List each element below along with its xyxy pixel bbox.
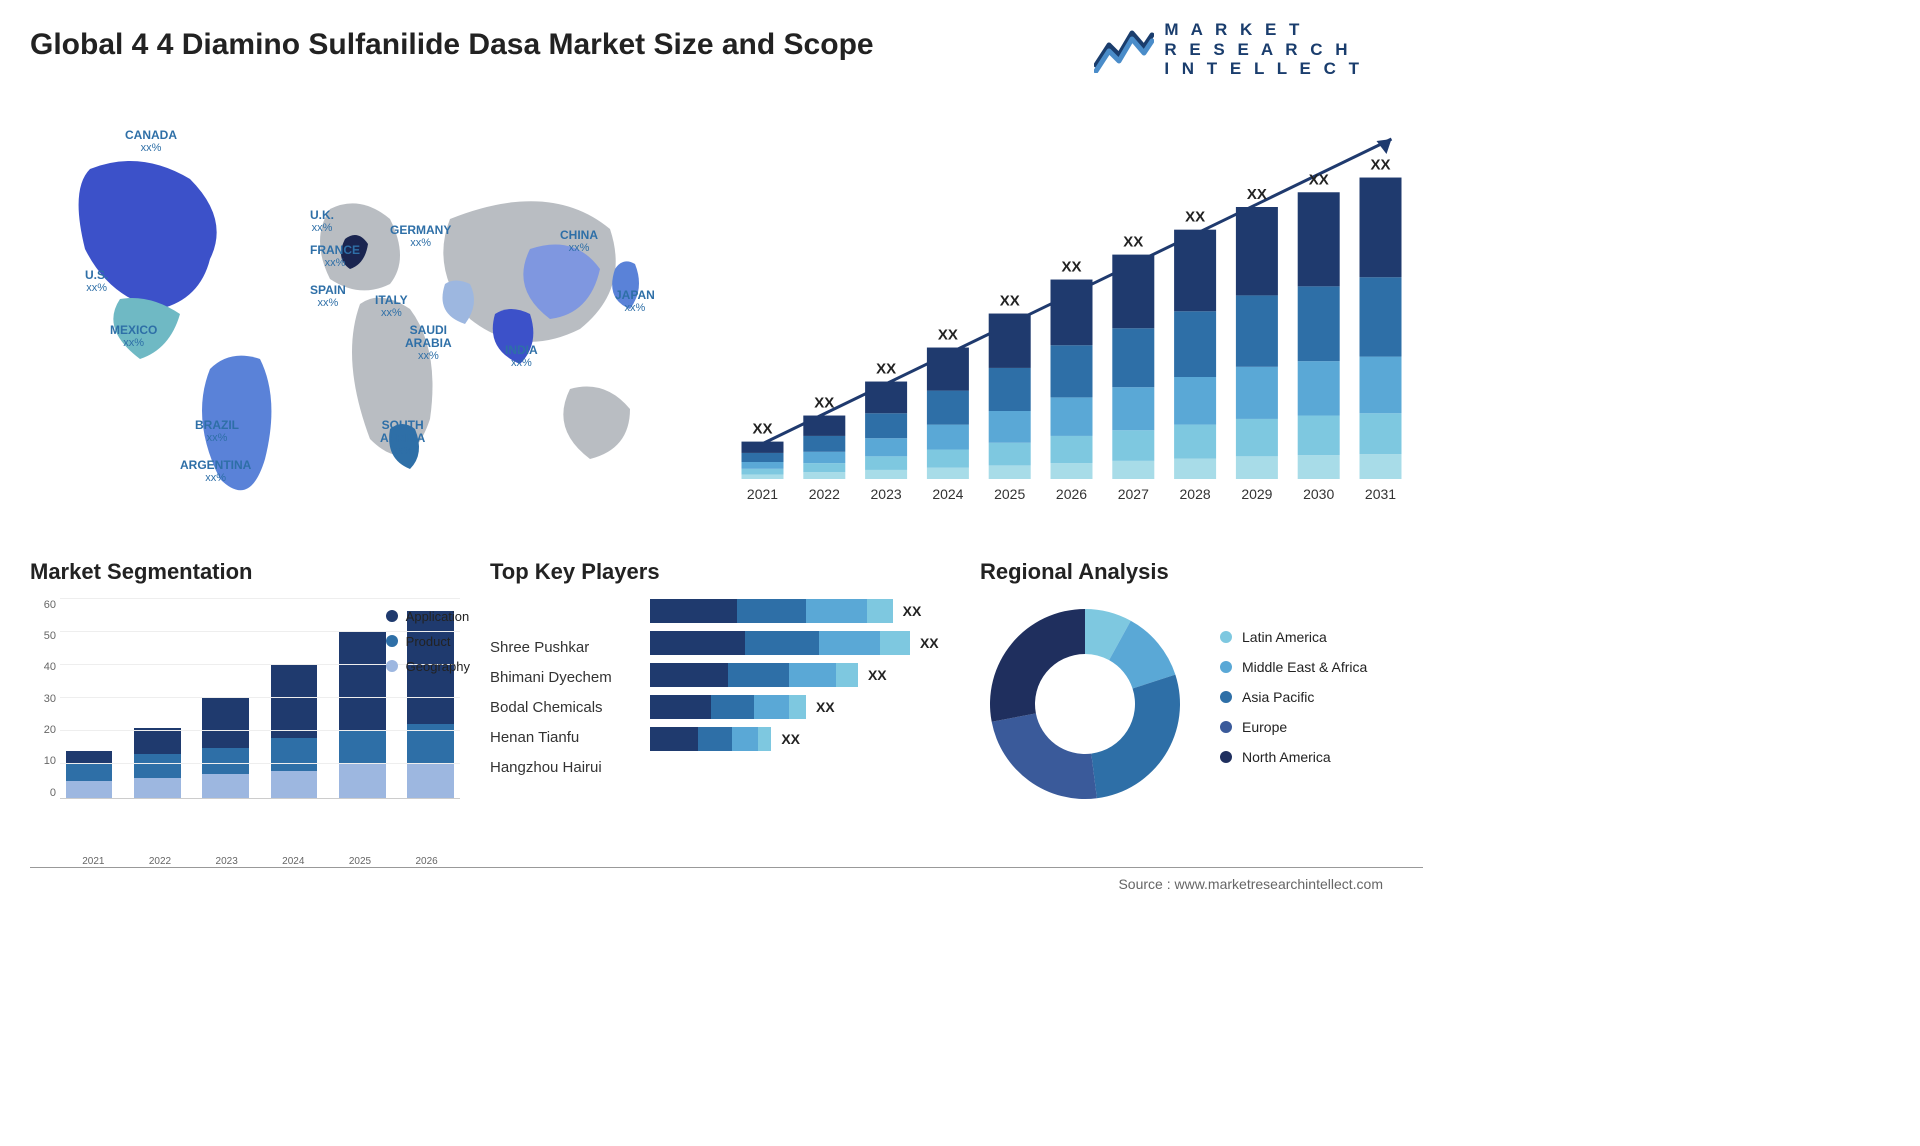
- map-label: FRANCExx%: [310, 244, 360, 269]
- svg-text:2026: 2026: [1056, 486, 1087, 502]
- players-chart: XXXXXXXXXX: [650, 599, 950, 849]
- svg-text:XX: XX: [1061, 258, 1081, 275]
- svg-text:XX: XX: [1000, 292, 1020, 309]
- map-label: SPAINxx%: [310, 284, 346, 309]
- world-map: CANADAxx% U.S.xx% MEXICOxx% BRAZILxx% ARGENT…: [30, 99, 680, 529]
- svg-text:XX: XX: [1123, 233, 1143, 250]
- map-svg: [30, 99, 680, 529]
- map-label: SAUDIARABIAxx%: [405, 324, 452, 362]
- player-names: Shree PushkarBhimani DyechemBodal Chemic…: [490, 603, 630, 849]
- svg-text:XX: XX: [1247, 186, 1267, 203]
- svg-text:2021: 2021: [747, 486, 778, 502]
- map-label: ITALYxx%: [375, 294, 408, 319]
- regional-chart: Latin AmericaMiddle East & AfricaAsia Pa…: [980, 599, 1423, 809]
- map-label: CANADAxx%: [125, 129, 177, 154]
- svg-text:XX: XX: [1185, 208, 1205, 225]
- growth-chart: XX 2021 XX 2022 XX 2023 XX 2024 XX 2025 XX 2026 XX 20…: [720, 99, 1423, 519]
- map-label: INDIAxx%: [505, 344, 538, 369]
- svg-text:2022: 2022: [809, 486, 840, 502]
- svg-text:2024: 2024: [932, 486, 963, 502]
- map-label: JAPANxx%: [615, 289, 655, 314]
- svg-text:2029: 2029: [1241, 486, 1272, 502]
- map-label: U.S.xx%: [85, 269, 108, 294]
- map-label: U.K.xx%: [310, 209, 334, 234]
- svg-text:2028: 2028: [1180, 486, 1211, 502]
- map-label: SOUTHAFRICAxx%: [380, 419, 425, 457]
- svg-text:XX: XX: [1309, 171, 1329, 188]
- players-title: Top Key Players: [490, 559, 950, 585]
- svg-text:XX: XX: [876, 360, 896, 377]
- regional-title: Regional Analysis: [980, 559, 1423, 585]
- segmentation-legend: ApplicationProductGeography: [386, 609, 470, 684]
- svg-text:XX: XX: [1370, 156, 1390, 173]
- map-label: GERMANYxx%: [390, 224, 451, 249]
- svg-text:2025: 2025: [994, 486, 1025, 502]
- brand-line-2: R E S E A R C H: [1164, 40, 1363, 60]
- segmentation-title: Market Segmentation: [30, 559, 460, 585]
- svg-text:2031: 2031: [1365, 486, 1396, 502]
- logo-icon: [1094, 25, 1154, 73]
- map-label: CHINAxx%: [560, 229, 598, 254]
- svg-text:XX: XX: [938, 326, 958, 343]
- svg-text:XX: XX: [814, 394, 834, 411]
- svg-text:2023: 2023: [871, 486, 902, 502]
- regional-legend: Latin AmericaMiddle East & AfricaAsia Pa…: [1220, 629, 1367, 779]
- svg-text:2030: 2030: [1303, 486, 1334, 502]
- source-text: Source : www.marketresearchintellect.com: [30, 867, 1423, 892]
- map-label: BRAZILxx%: [195, 419, 239, 444]
- map-label: ARGENTINAxx%: [180, 459, 251, 484]
- segmentation-chart: 6050403020100 202120222023202420252026 A…: [30, 599, 460, 849]
- brand-line-3: I N T E L L E C T: [1164, 59, 1363, 79]
- brand-line-1: M A R K E T: [1164, 20, 1363, 40]
- brand-logo: M A R K E T R E S E A R C H I N T E L L …: [1094, 20, 1363, 79]
- map-label: MEXICOxx%: [110, 324, 157, 349]
- svg-text:2027: 2027: [1118, 486, 1149, 502]
- svg-text:XX: XX: [752, 420, 772, 437]
- page-title: Global 4 4 Diamino Sulfanilide Dasa Mark…: [30, 28, 874, 62]
